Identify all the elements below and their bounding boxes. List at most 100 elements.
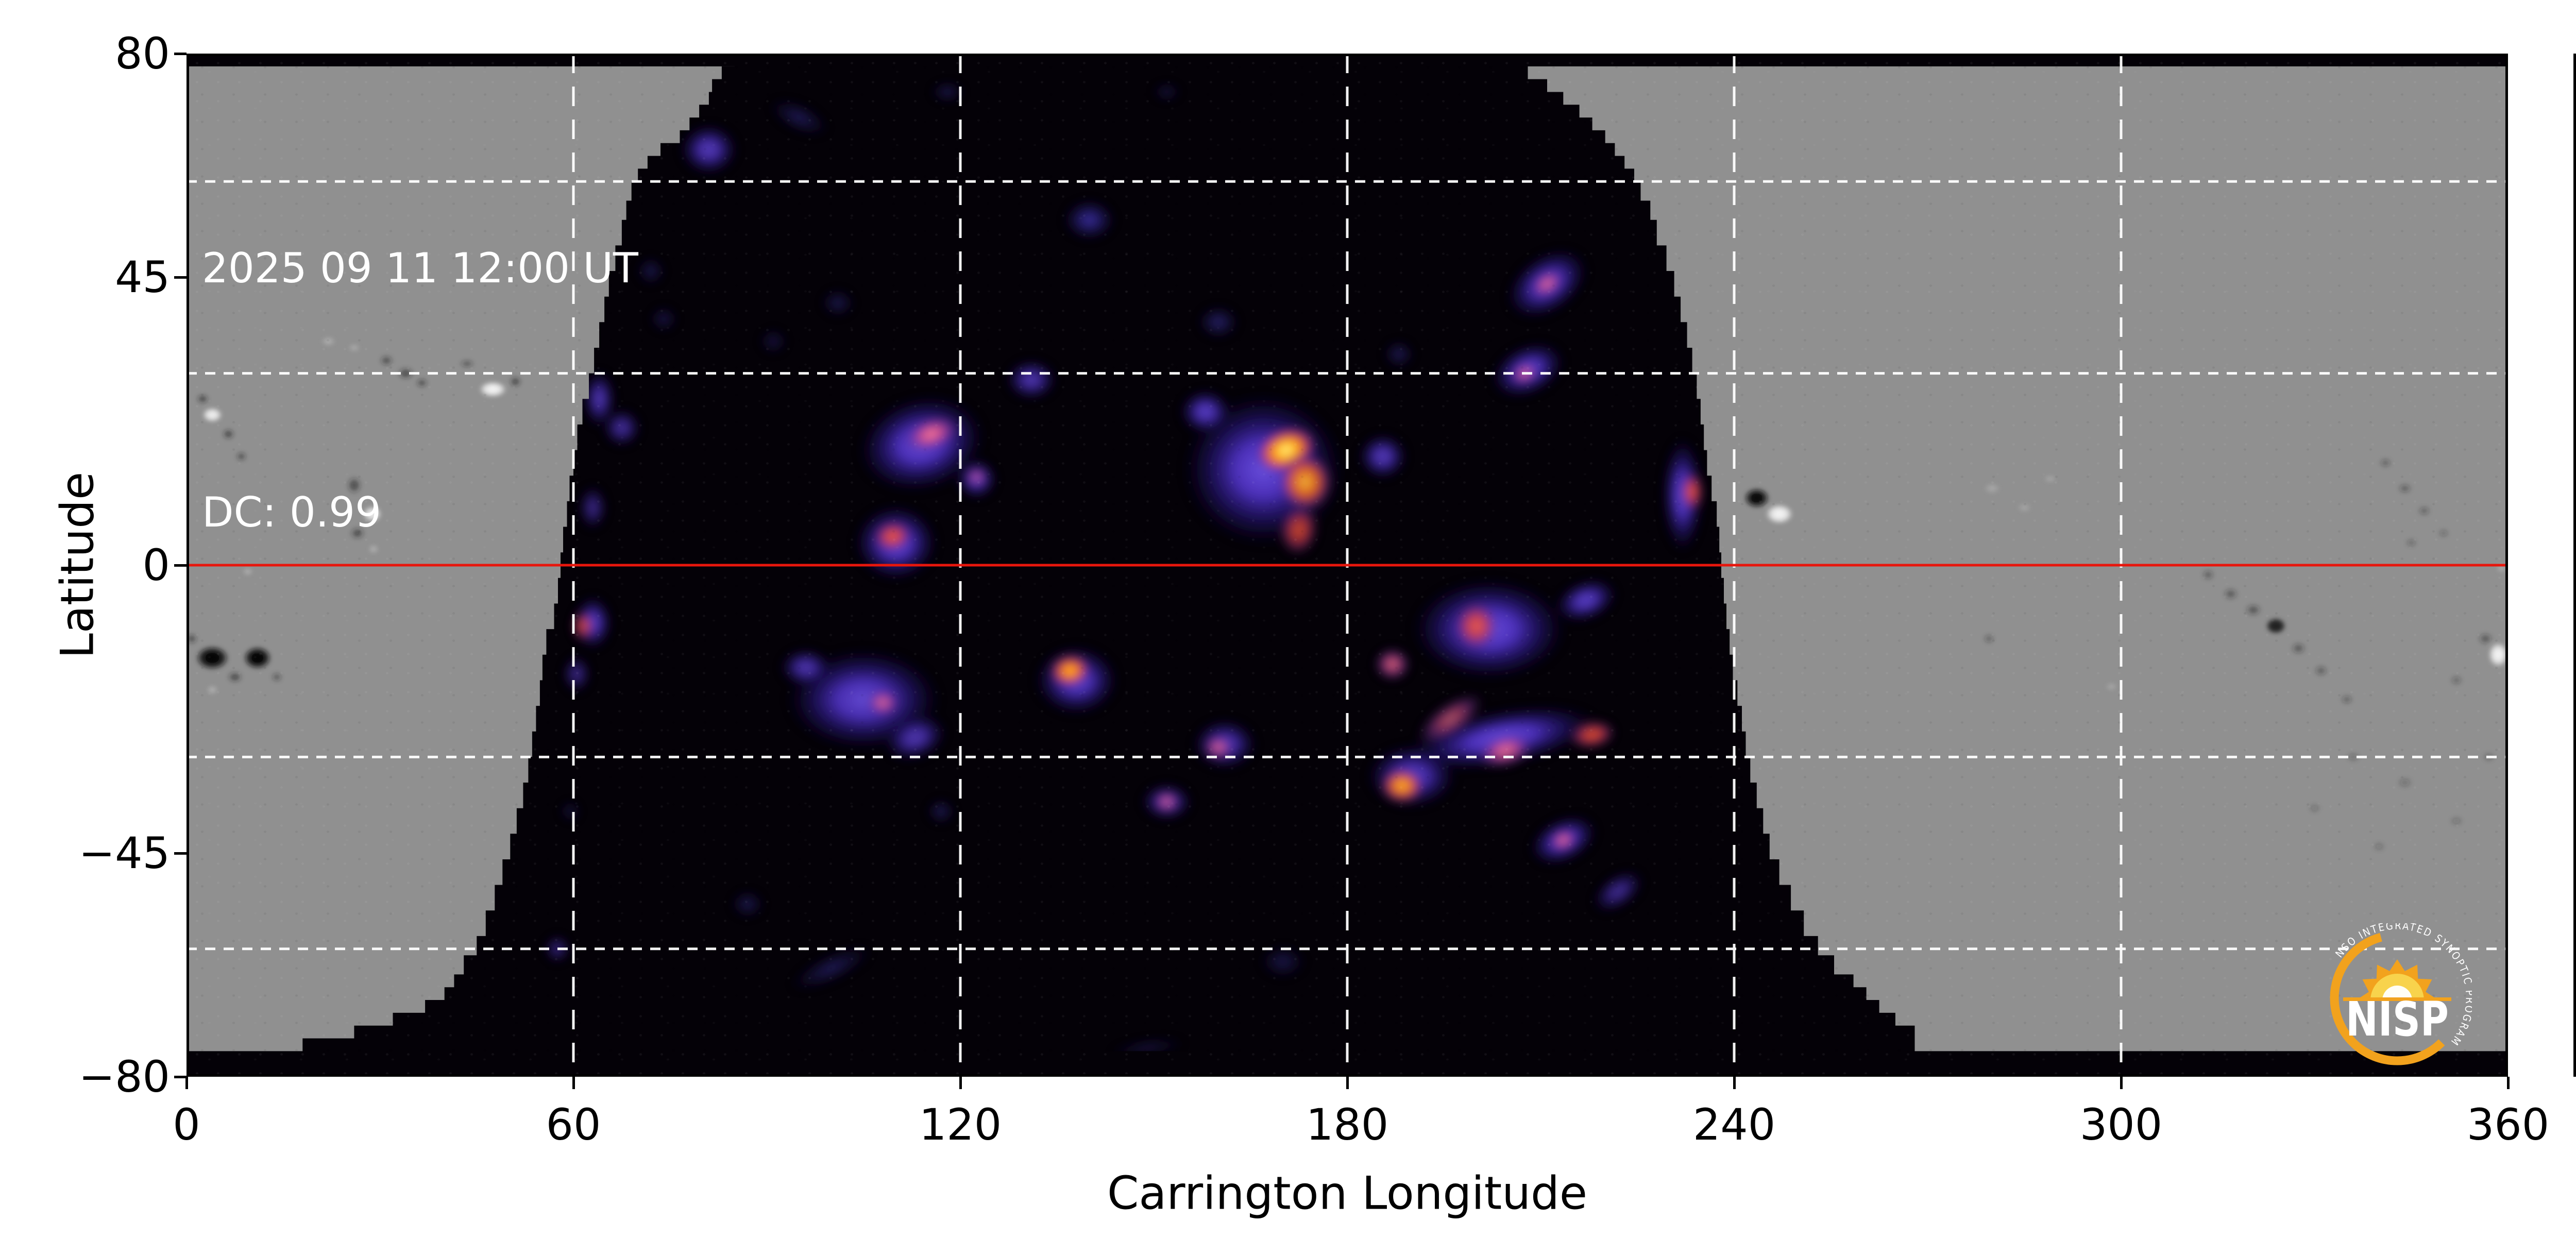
magnetogram-speck	[2201, 569, 2215, 581]
phase-shift-blob	[1197, 306, 1239, 339]
magnetogram-speck	[2379, 457, 2392, 468]
magnetogram-speck	[2372, 841, 2386, 852]
magnetogram-speck	[346, 476, 362, 495]
magnetogram-speck	[2340, 694, 2353, 705]
magnetogram-speck	[187, 633, 198, 645]
map-duty-cycle: DC: 0.99	[202, 488, 381, 536]
phase-shift-blob	[1380, 768, 1424, 804]
phase-shift-blob	[560, 801, 581, 822]
x-axis-tick-label: 180	[1306, 1099, 1389, 1150]
magnetogram-speck	[1765, 503, 1794, 524]
magnetogram-speck	[320, 336, 336, 347]
phase-shift-blob	[1549, 829, 1577, 852]
y-axis-tick	[174, 564, 187, 567]
phase-shift-blob	[571, 610, 595, 641]
magnetogram-speck	[2223, 587, 2239, 601]
magnetogram-speck	[415, 378, 429, 388]
phase-shift-blob	[731, 890, 765, 919]
magnetogram-speck	[2450, 675, 2463, 686]
magnetogram-speck	[242, 567, 254, 576]
x-axis-tick-label: 60	[546, 1099, 601, 1150]
magnetogram-speck	[195, 646, 229, 670]
phase-shift-blob	[884, 714, 947, 762]
magnetogram-speck	[2016, 502, 2032, 513]
solar-farside-frontside-map	[187, 54, 2508, 1077]
magnetogram-speck	[2405, 538, 2417, 548]
logo-wordmark: NISP	[2346, 992, 2449, 1047]
phase-shift-blob	[579, 485, 607, 530]
y-axis-tick-label: −80	[78, 1052, 170, 1102]
phase-shift-blob	[1152, 83, 1181, 101]
phase-shift-blob	[769, 98, 829, 137]
magnetogram-speck	[2478, 632, 2494, 646]
magnetogram-speck	[2308, 803, 2321, 813]
y-axis-title: Latitude	[50, 471, 104, 659]
magnetogram-speck	[2314, 665, 2328, 676]
phase-shift-blob	[1554, 578, 1617, 623]
y-axis-tick-label: 80	[115, 28, 170, 79]
magnetogram-speck	[222, 428, 235, 440]
magnetogram-speck	[196, 394, 209, 404]
phase-shift-blobs	[544, 81, 1704, 1055]
magnetogram-speck	[2488, 641, 2508, 668]
phase-shift-blob	[1259, 945, 1306, 978]
x-axis-tick-label: 360	[2466, 1099, 2550, 1150]
phase-shift-blob	[562, 654, 591, 693]
magnetogram-speck	[1983, 482, 2002, 495]
phase-shift-blob	[779, 648, 832, 687]
magnetogram-speck	[397, 367, 414, 380]
magnetogram-speck	[379, 354, 394, 366]
x-axis-tick	[572, 1077, 575, 1089]
phase-shift-blob	[583, 370, 616, 428]
x-axis-tick	[1733, 1077, 1736, 1089]
phase-shift-blob	[1279, 504, 1319, 556]
map-datetime: 2025 09 11 12:00 UT	[202, 244, 638, 292]
y-axis-tick	[174, 1076, 187, 1078]
magnetogram-speck	[347, 343, 361, 352]
magnetogram-speck	[2346, 752, 2361, 762]
magnetogram-speck	[349, 527, 365, 540]
phase-shift-blob	[966, 468, 987, 486]
phase-shift-blob	[1202, 734, 1234, 760]
magnetogram-speck	[2417, 505, 2431, 516]
y-axis-tick-label: 0	[142, 540, 170, 590]
phase-shift-blob	[873, 521, 912, 552]
phase-shift-blob	[680, 124, 738, 175]
phase-shift-blob	[903, 415, 959, 453]
phase-shift-blob	[1383, 340, 1415, 368]
x-axis-tick-label: 300	[2079, 1099, 2163, 1150]
magnetogram-speck	[270, 672, 283, 683]
magnetogram-speck	[1983, 633, 1995, 644]
phase-shift-colorbar	[2573, 54, 2576, 1077]
x-axis-tick	[1346, 1077, 1349, 1089]
phase-shift-blob	[1374, 648, 1411, 681]
y-axis-tick	[174, 852, 187, 855]
magnetogram-speck	[367, 544, 380, 554]
phase-shift-blob	[602, 408, 641, 447]
magnetogram-speck	[509, 376, 522, 387]
phase-shift-blob	[544, 935, 570, 963]
magnetogram-speck	[2397, 776, 2413, 789]
y-axis-tick	[174, 53, 187, 55]
phase-shift-blob	[1681, 471, 1704, 512]
phase-shift-blob	[759, 328, 788, 354]
magnetogram-speck	[243, 646, 272, 670]
phase-shift-blob	[926, 799, 955, 824]
x-axis-title: Carrington Longitude	[1107, 1166, 1588, 1220]
phase-shift-blob	[1592, 870, 1644, 913]
phase-shift-blob	[1179, 389, 1231, 434]
x-axis-tick	[959, 1077, 962, 1089]
phase-shift-blob	[1049, 654, 1091, 688]
phase-shift-blob	[1477, 733, 1534, 769]
magnetogram-speck	[2043, 474, 2058, 484]
phase-shift-blob	[1531, 269, 1564, 298]
x-axis-tick	[2507, 1077, 2510, 1089]
x-axis-tick-label: 120	[919, 1099, 1002, 1150]
y-axis-tick-label: 45	[115, 252, 170, 303]
phase-shift-blob	[1005, 359, 1057, 400]
phase-shift-blob	[636, 257, 665, 285]
phase-shift-blob	[790, 945, 873, 991]
magnetogram-speck	[2437, 529, 2450, 538]
x-axis-tick-label: 0	[173, 1099, 200, 1150]
